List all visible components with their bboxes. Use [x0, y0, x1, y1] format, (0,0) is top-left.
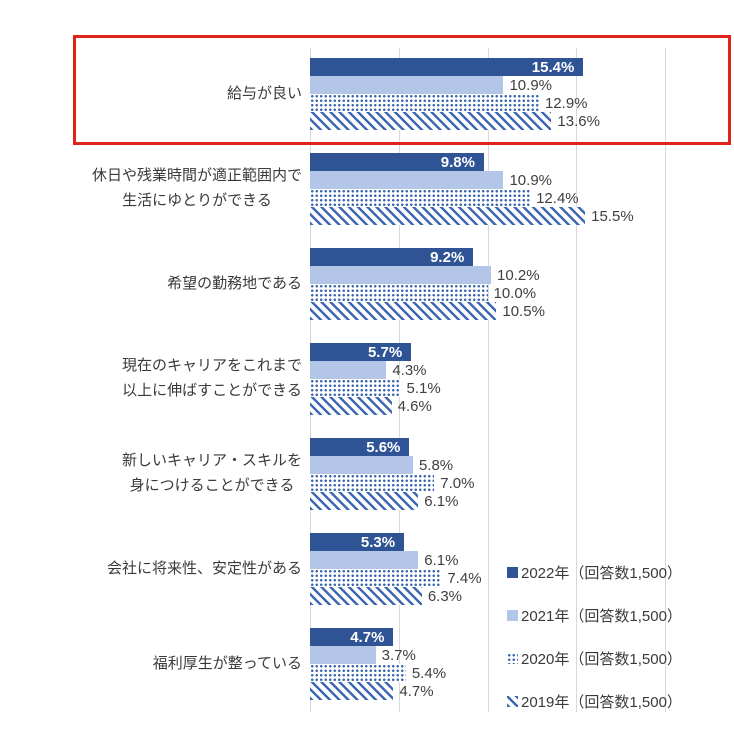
legend-swatch-2022-icon	[507, 567, 518, 578]
legend-swatch-2021-icon	[507, 610, 518, 621]
category-label-cat5: 新しいキャリア・スキルを 身につけることができる	[0, 438, 302, 510]
bar-2021-cat7	[310, 646, 376, 664]
value-label-2021-cat3: 10.2%	[497, 267, 540, 284]
value-label-2021-cat6: 6.1%	[424, 552, 459, 569]
value-label-2022-cat4: 5.7%	[367, 344, 403, 361]
category-label-text: 福利厚生が整っている	[152, 654, 302, 672]
value-label-2022-cat1: 15.4%	[531, 59, 575, 76]
highlight-box	[73, 35, 731, 145]
bar-2020-cat1	[310, 94, 539, 112]
bar-2021-cat3	[310, 266, 492, 284]
bar-2021-cat1	[310, 76, 504, 94]
value-label-2021-cat5: 5.8%	[418, 457, 454, 474]
bar-2021-cat2	[310, 171, 504, 189]
value-label-2019-cat2: 15.5%	[591, 208, 634, 225]
legend-label-2019: 2019年（回答数1,500）	[521, 694, 682, 711]
value-label-2019-cat5: 6.1%	[424, 493, 459, 510]
value-label-2020-cat2: 12.4%	[536, 190, 579, 207]
legend: 2022年（回答数1,500） 2021年（回答数1,500） 2020年（回答数1…	[507, 562, 682, 734]
bar-2020-cat2	[310, 189, 531, 207]
bar-2022-cat5	[310, 438, 410, 456]
bar-2020-cat7	[310, 664, 406, 682]
bar-2019-cat3	[310, 302, 497, 320]
value-label-2022-cat7: 4.7%	[350, 629, 385, 646]
bar-2019-cat6	[310, 587, 422, 605]
bar-2022-cat6	[310, 533, 405, 551]
bar-2019-cat7	[310, 682, 394, 700]
bar-2021-cat5	[310, 456, 413, 474]
bar-2022-cat7	[310, 628, 394, 646]
bar-2019-cat4	[310, 397, 392, 415]
value-label-2019-cat1: 13.6%	[557, 113, 600, 130]
bar-2021-cat6	[310, 551, 419, 569]
bar-2022-cat4	[310, 343, 412, 361]
value-label-2021-cat1: 10.9%	[509, 77, 553, 94]
category-label-cat3: 希望の勤務地である	[0, 248, 302, 320]
bar-2019-cat5	[310, 492, 419, 510]
legend-label-2022: 2022年（回答数1,500）	[521, 565, 682, 582]
bar-2019-cat1	[310, 112, 552, 130]
legend-item-2020: 2020年（回答数1,500）	[507, 648, 682, 669]
value-label-2021-cat4: 4.3%	[392, 362, 427, 379]
legend-item-2019: 2019年（回答数1,500）	[507, 691, 682, 712]
legend-swatch-2020-icon	[507, 653, 518, 664]
value-label-2019-cat4: 4.6%	[397, 398, 432, 415]
gridline-10pct	[487, 48, 489, 712]
value-label-2019-cat6: 6.3%	[427, 588, 463, 605]
category-label-text: 新しいキャリア・スキルを 身につけることができる	[121, 452, 302, 494]
legend-swatch-2019-icon	[507, 696, 518, 707]
category-label-cat7: 福利厚生が整っている	[0, 628, 302, 700]
bar-2020-cat6	[310, 569, 442, 587]
category-label-text: 給与が良い	[226, 84, 302, 102]
value-label-2022-cat6: 5.3%	[360, 534, 396, 551]
value-label-2022-cat3: 9.2%	[430, 249, 465, 266]
bar-2021-cat4	[310, 361, 387, 379]
bar-2022-cat2	[310, 153, 484, 171]
value-label-2020-cat3: 10.0%	[493, 285, 537, 302]
gridline-15pct	[576, 48, 578, 712]
bar-2020-cat5	[310, 474, 435, 492]
legend-label-2020: 2020年（回答数1,500）	[521, 651, 682, 668]
bar-2022-cat1	[310, 58, 584, 76]
bar-2019-cat2	[310, 207, 586, 225]
value-label-2021-cat7: 3.7%	[381, 647, 416, 664]
legend-label-2021: 2021年（回答数1,500）	[521, 608, 682, 625]
value-label-2022-cat2: 9.8%	[440, 154, 475, 171]
bar-2022-cat3	[310, 248, 474, 266]
category-label-cat2: 休日や残業時間が適正範囲内で 生活にゆとりができる	[0, 153, 302, 225]
bar-2020-cat3	[310, 284, 488, 302]
category-label-text: 休日や残業時間が適正範囲内で 生活にゆとりができる	[91, 167, 302, 209]
bar-2020-cat4	[310, 379, 401, 397]
gridline-20pct	[665, 48, 666, 712]
value-label-2020-cat6: 7.4%	[447, 570, 482, 587]
value-label-2019-cat3: 10.5%	[502, 303, 545, 320]
legend-item-2021: 2021年（回答数1,500）	[507, 605, 682, 626]
value-label-2020-cat7: 5.4%	[411, 665, 447, 682]
category-label-text: 現在のキャリアをこれまで 以上に伸ばすことができる	[121, 357, 302, 399]
value-label-2020-cat5: 7.0%	[440, 475, 475, 492]
category-label-cat4: 現在のキャリアをこれまで 以上に伸ばすことができる	[0, 343, 302, 415]
legend-item-2022: 2022年（回答数1,500）	[507, 562, 682, 583]
value-label-2019-cat7: 4.7%	[399, 683, 434, 700]
value-label-2020-cat1: 12.9%	[544, 95, 588, 112]
value-label-2021-cat2: 10.9%	[509, 172, 553, 189]
value-label-2022-cat5: 5.6%	[366, 439, 401, 456]
category-label-cat1: 給与が良い	[0, 58, 302, 130]
category-label-cat6: 会社に将来性、安定性がある	[0, 533, 302, 605]
category-label-text: 会社に将来性、安定性がある	[106, 559, 302, 577]
category-label-text: 希望の勤務地である	[167, 274, 302, 292]
value-label-2020-cat4: 5.1%	[406, 380, 441, 397]
